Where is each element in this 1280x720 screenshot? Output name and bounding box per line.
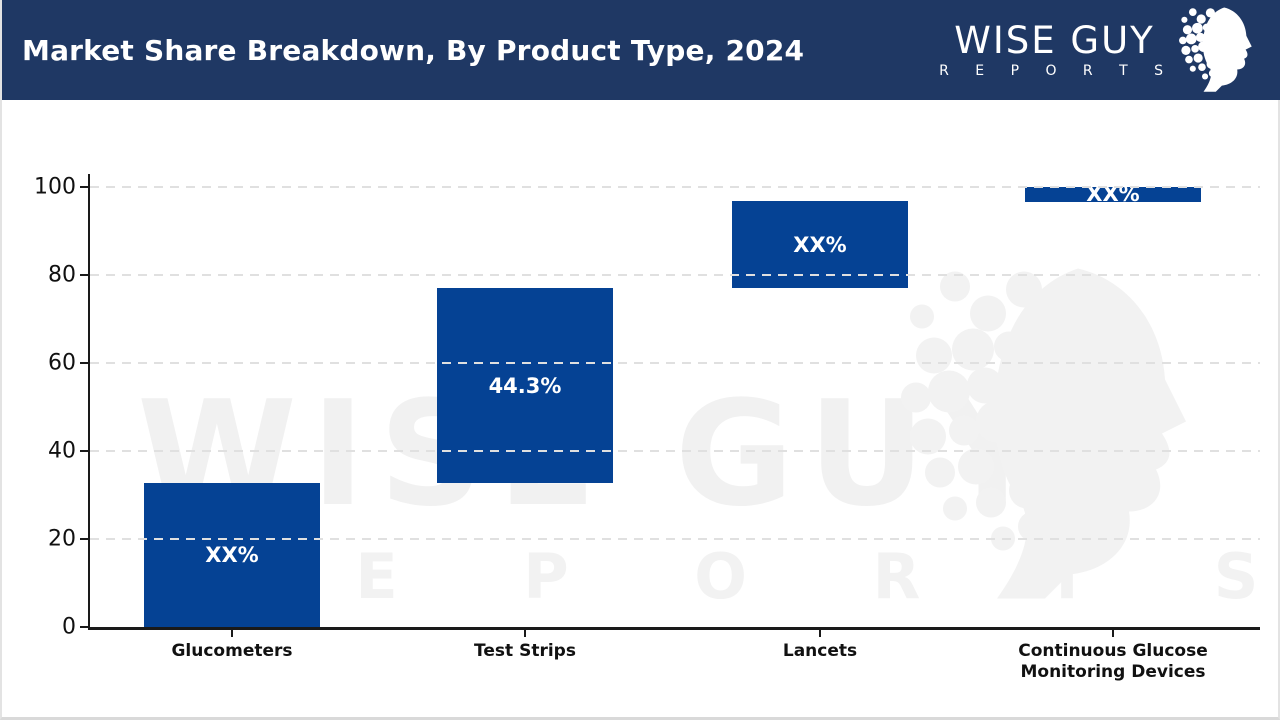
bar-value-label: XX% (793, 232, 847, 257)
y-tick-label-20: 20 (48, 526, 76, 552)
gridline-40 (90, 450, 1260, 452)
bar-test-strips: 44.3% (437, 288, 613, 484)
x-axis-label-2: Test Strips (474, 641, 576, 661)
x-tick-mark (524, 630, 526, 637)
y-tick-mark-40 (80, 450, 88, 452)
wiseguy-logo-text: WISE GUY R E P O R T S (935, 22, 1174, 79)
x-axis-label-4: Continuous Glucose Monitoring Devices (1018, 641, 1208, 682)
x-tick-mark (231, 630, 233, 637)
wiseguy-logo: WISE GUY R E P O R T S (935, 6, 1254, 94)
gridline-100 (90, 186, 1260, 188)
gridline-20 (90, 538, 1260, 540)
y-tick-label-0: 0 (62, 614, 76, 640)
gridline-60 (90, 362, 1260, 364)
y-tick-label-80: 80 (48, 262, 76, 288)
y-tick-label-100: 100 (34, 174, 76, 200)
bar-lancets: XX% (732, 201, 908, 289)
y-tick-label-60: 60 (48, 350, 76, 376)
x-axis-label-1: Glucometers (171, 641, 293, 661)
y-tick-mark-0 (80, 626, 88, 628)
logo-subtitle: R E P O R T S (939, 62, 1174, 79)
chart-plot-area: WISE GUY R E P O R T S 0 20 40 60 80 100 XX% 4… (2, 100, 1280, 720)
watermark-face-icon (901, 268, 1186, 599)
bar-glucometers: XX% (144, 483, 320, 627)
header-banner: Market Share Breakdown, By Product Type,… (2, 0, 1280, 100)
y-tick-mark-20 (80, 538, 88, 540)
x-tick-mark (819, 630, 821, 637)
y-axis-spine (88, 173, 90, 629)
chart-title: Market Share Breakdown, By Product Type,… (22, 33, 805, 67)
y-tick-mark-60 (80, 362, 88, 364)
gridline-80 (90, 274, 1260, 276)
y-tick-mark-80 (80, 274, 88, 276)
y-tick-label-40: 40 (48, 438, 76, 464)
logo-wordmark: WISE GUY (954, 18, 1155, 62)
y-tick-mark-100 (80, 186, 88, 188)
bar-value-label: XX% (205, 543, 259, 568)
wiseguy-face-logo-icon (1179, 7, 1252, 92)
x-axis-label-3: Lancets (782, 641, 858, 661)
bar-continuous-glucose-monitoring-devices: XX% (1025, 182, 1201, 206)
bar-value-label: 44.3% (488, 373, 562, 398)
x-axis-spine (88, 627, 1260, 630)
x-tick-mark (1112, 630, 1114, 637)
